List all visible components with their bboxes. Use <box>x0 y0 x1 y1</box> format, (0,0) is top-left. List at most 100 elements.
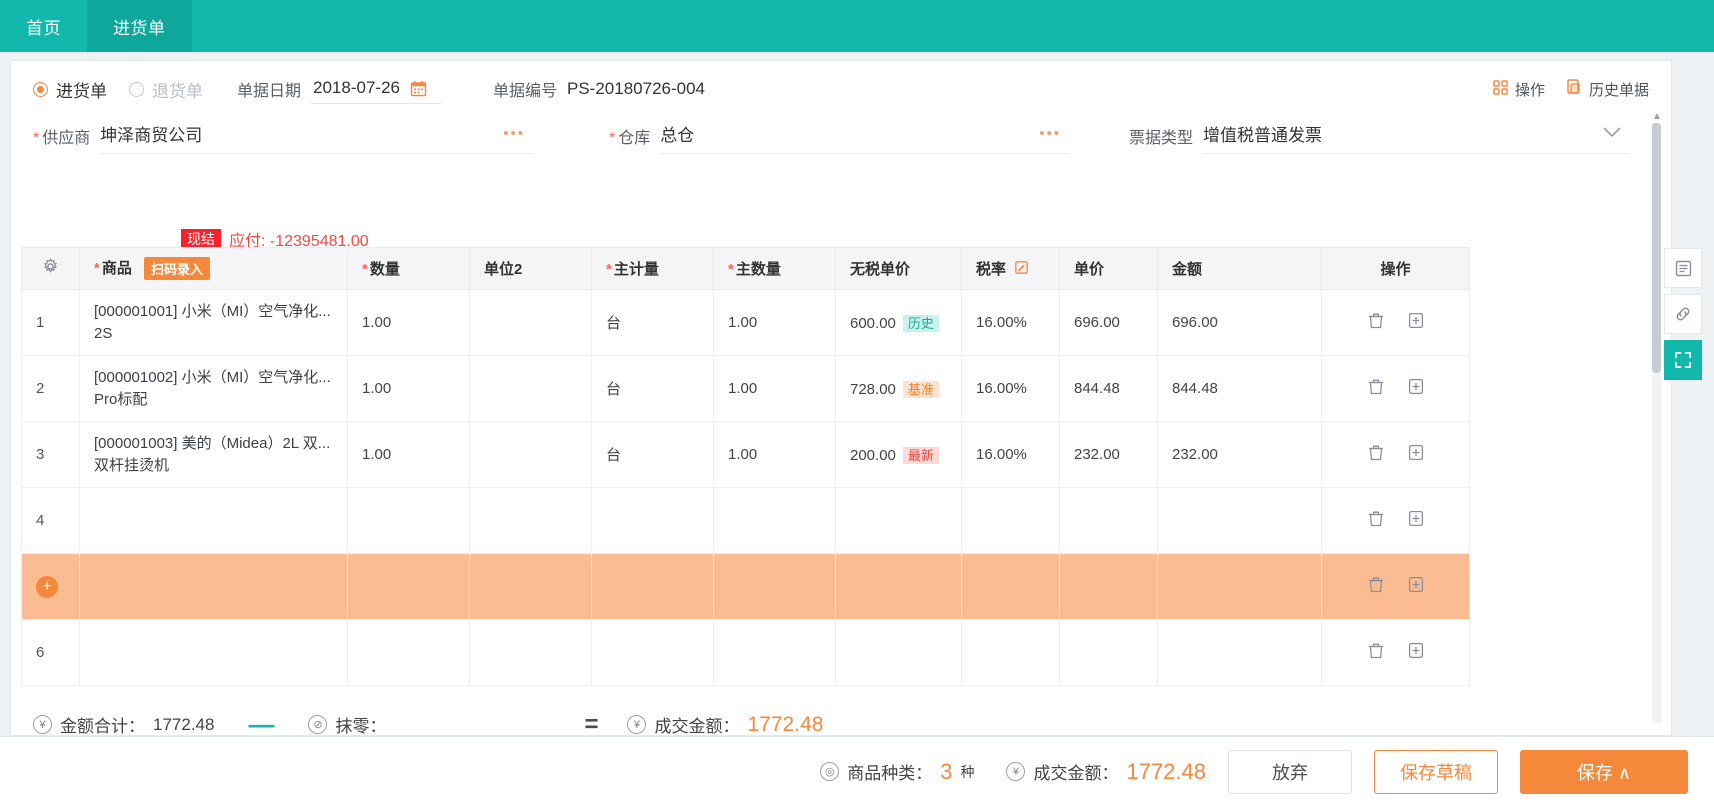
column-qty[interactable]: * 数量 <box>347 247 470 290</box>
warehouse-input[interactable]: 总仓 ••• <box>660 117 1069 154</box>
cell-unit2[interactable] <box>469 289 592 356</box>
cell-price-notax[interactable]: 600.00 历史 <box>835 289 962 356</box>
warehouse-more-icon[interactable]: ••• <box>1039 125 1061 142</box>
cell-price-notax[interactable]: 728.00 基准 <box>835 355 962 422</box>
scrollbar-thumb[interactable] <box>1652 123 1661 373</box>
cell-tax-rate[interactable] <box>961 619 1060 686</box>
column-product[interactable]: * 商品 扫码录入 <box>79 247 348 290</box>
cell-main-unit[interactable] <box>591 487 714 554</box>
column-tax-rate[interactable]: 税率 <box>961 247 1060 290</box>
cell-product[interactable]: [000001001] 小米（MI）空气净化... 2S <box>79 289 348 356</box>
cell-tax-rate[interactable] <box>961 553 1060 620</box>
copy-row-icon[interactable] <box>1408 576 1424 597</box>
radio-return-order[interactable]: 退货单 <box>129 77 203 102</box>
cell-unit2[interactable] <box>469 619 592 686</box>
cell-tax-rate[interactable]: 16.00% <box>961 421 1060 488</box>
expand-icon-button[interactable] <box>1664 340 1702 380</box>
edit-icon[interactable] <box>1015 261 1029 278</box>
cell-price[interactable]: 232.00 <box>1059 421 1158 488</box>
cell-main-qty[interactable] <box>713 619 836 686</box>
cell-price-notax[interactable] <box>835 619 962 686</box>
cell-unit2[interactable] <box>469 487 592 554</box>
cell-product[interactable] <box>79 619 348 686</box>
cell-main-unit[interactable]: 台 <box>591 355 714 422</box>
nav-tab-purchase-order[interactable]: 进货单 <box>87 0 192 52</box>
cell-tax-rate[interactable] <box>961 487 1060 554</box>
add-row-icon[interactable]: + <box>21 553 80 620</box>
copy-row-icon[interactable] <box>1408 444 1424 465</box>
cell-tax-rate[interactable]: 16.00% <box>961 289 1060 356</box>
link-icon-button[interactable] <box>1664 294 1702 334</box>
list-icon-button[interactable] <box>1664 248 1702 288</box>
column-unit2[interactable]: 单位2 <box>469 247 592 290</box>
table-row[interactable]: 6 <box>21 619 1470 686</box>
save-draft-button[interactable]: 保存草稿 <box>1374 749 1498 794</box>
trash-icon[interactable] <box>1368 511 1384 531</box>
cell-price[interactable] <box>1059 487 1158 554</box>
cell-product[interactable]: [000001003] 美的（Midea）2L 双... 双杆挂烫机 <box>79 421 348 488</box>
column-main-unit[interactable]: * 主计量 <box>591 247 714 290</box>
trash-icon[interactable] <box>1368 643 1384 663</box>
add-row-button[interactable]: + <box>36 575 58 598</box>
save-button[interactable]: 保存 ∧ <box>1520 749 1688 794</box>
cell-price[interactable] <box>1059 619 1158 686</box>
cell-price-notax[interactable] <box>835 553 962 620</box>
cell-tax-rate[interactable]: 16.00% <box>961 355 1060 422</box>
cell-price-notax[interactable] <box>835 487 962 554</box>
cell-main-qty[interactable]: 1.00 <box>713 355 836 422</box>
cell-price[interactable] <box>1059 553 1158 620</box>
scan-entry-button[interactable]: 扫码录入 <box>144 257 211 281</box>
trash-icon[interactable] <box>1368 577 1384 597</box>
cell-amount[interactable]: 844.48 <box>1157 355 1322 422</box>
cell-price[interactable]: 696.00 <box>1059 289 1158 356</box>
cell-unit2[interactable] <box>469 421 592 488</box>
trash-icon[interactable] <box>1368 379 1384 399</box>
cell-amount[interactable] <box>1157 619 1322 686</box>
copy-row-icon[interactable] <box>1408 642 1424 663</box>
document-date-input[interactable]: 2018-07-26 <box>311 74 441 104</box>
copy-row-icon[interactable] <box>1408 378 1424 399</box>
cell-main-qty[interactable]: 1.00 <box>713 421 836 488</box>
table-row[interactable]: 1 [000001001] 小米（MI）空气净化... 2S 1.00 台 1.00 600… <box>21 289 1470 356</box>
cell-main-unit[interactable]: 台 <box>591 421 714 488</box>
cell-qty[interactable]: 1.00 <box>347 355 470 422</box>
cell-amount[interactable]: 696.00 <box>1157 289 1322 356</box>
table-row[interactable]: 3 [000001003] 美的（Midea）2L 双... 双杆挂烫机 1.00 台 1… <box>21 421 1470 488</box>
invoice-type-select[interactable]: 增值税普通发票 <box>1203 117 1629 154</box>
scroll-up-arrow[interactable]: ▲ <box>1652 111 1662 122</box>
trash-icon[interactable] <box>1368 313 1384 333</box>
radio-purchase-order[interactable]: 进货单 <box>33 77 107 102</box>
cell-price-notax[interactable]: 200.00 最新 <box>835 421 962 488</box>
cell-main-unit[interactable] <box>591 619 714 686</box>
chevron-down-icon[interactable] <box>1603 125 1621 142</box>
cell-price[interactable]: 844.48 <box>1059 355 1158 422</box>
vertical-scrollbar[interactable]: ▲ <box>1652 111 1662 723</box>
cell-product[interactable]: [000001002] 小米（MI）空气净化... Pro标配 <box>79 355 348 422</box>
table-row[interactable]: 2 [000001002] 小米（MI）空气净化... Pro标配 1.00 台 1.00… <box>21 355 1470 422</box>
column-amount[interactable]: 金额 <box>1157 247 1322 290</box>
supplier-more-icon[interactable]: ••• <box>503 125 525 142</box>
supplier-input[interactable]: 坤泽商贸公司 ••• <box>100 117 533 154</box>
copy-row-icon[interactable] <box>1408 312 1424 333</box>
cell-qty[interactable]: 1.00 <box>347 421 470 488</box>
cell-main-unit[interactable] <box>591 553 714 620</box>
discard-button[interactable]: 放弃 <box>1228 749 1352 794</box>
cell-unit2[interactable] <box>469 355 592 422</box>
trash-icon[interactable] <box>1368 445 1384 465</box>
cell-product[interactable] <box>79 553 348 620</box>
cell-qty[interactable] <box>347 487 470 554</box>
cell-main-qty[interactable] <box>713 553 836 620</box>
copy-row-icon[interactable] <box>1408 510 1424 531</box>
cell-main-unit[interactable]: 台 <box>591 289 714 356</box>
nav-tab-home[interactable]: 首页 <box>0 0 87 52</box>
operations-button[interactable]: 操作 <box>1493 79 1545 100</box>
column-main-qty[interactable]: * 主数量 <box>713 247 836 290</box>
column-price[interactable]: 单价 <box>1059 247 1158 290</box>
history-documents-button[interactable]: 历史单据 <box>1567 79 1649 100</box>
cell-qty[interactable] <box>347 553 470 620</box>
cell-product[interactable] <box>79 487 348 554</box>
column-price-notax[interactable]: 无税单价 <box>835 247 962 290</box>
cell-qty[interactable] <box>347 619 470 686</box>
cell-main-qty[interactable]: 1.00 <box>713 289 836 356</box>
table-row[interactable]: + <box>21 553 1470 620</box>
